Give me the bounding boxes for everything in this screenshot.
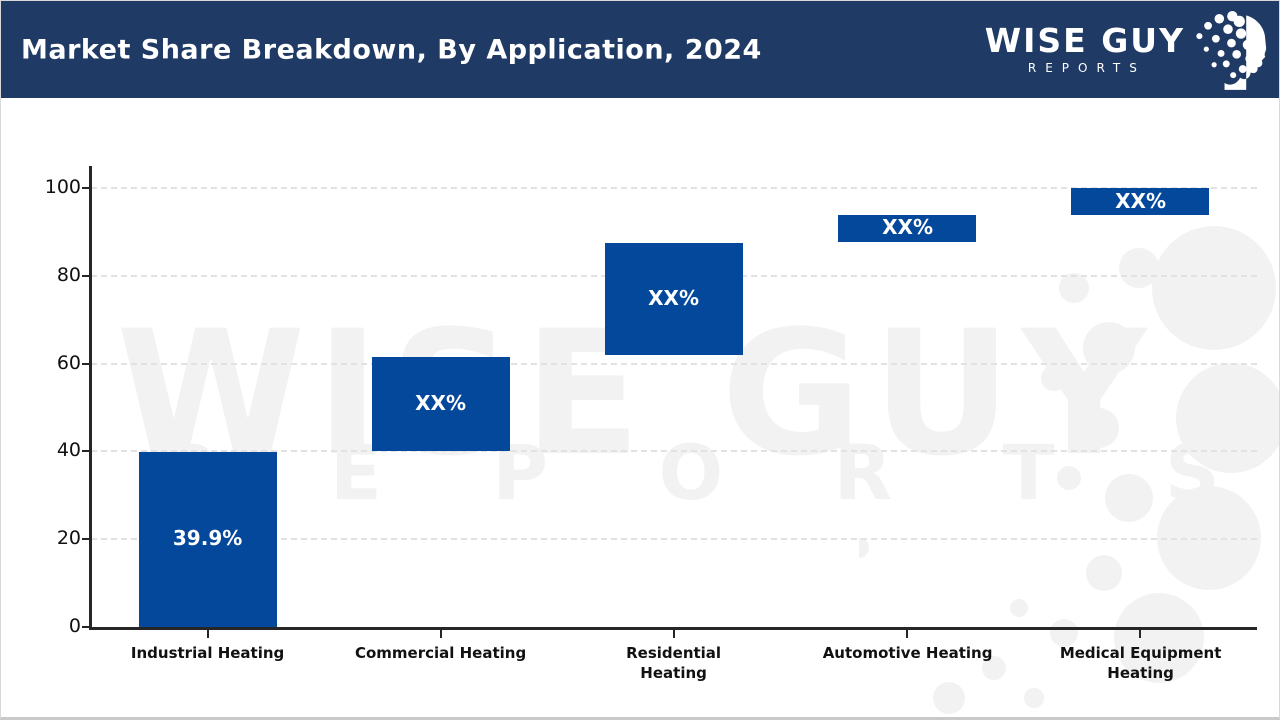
x-category-label: Residential Heating <box>626 644 722 682</box>
bar-segment <box>1071 188 1209 215</box>
x-tick-mark <box>673 630 675 638</box>
wise-guy-logo: WISE GUY REPORTS <box>985 7 1267 92</box>
x-category-label: Medical Equipment Heating <box>1059 644 1222 682</box>
logo-subtitle: REPORTS <box>1027 61 1146 76</box>
bar-value-label: XX% <box>415 391 467 415</box>
y-gridline <box>91 538 1257 541</box>
bar-segment <box>838 214 976 242</box>
bar-value-label: XX% <box>648 286 700 310</box>
x-tick-mark <box>207 630 209 638</box>
y-tick-mark <box>82 450 91 453</box>
y-tick-mark <box>82 362 91 365</box>
watermark-subtitle: R E P O R T S <box>161 428 1262 517</box>
y-tick-label: 60 <box>56 351 81 374</box>
bar-value-label: XX% <box>1115 189 1167 213</box>
x-category-label: Industrial Heating <box>130 644 285 662</box>
x-axis-line <box>89 627 1257 630</box>
y-tick-label: 20 <box>56 527 81 550</box>
bar-segment <box>605 242 743 355</box>
y-gridline <box>91 362 1257 365</box>
x-tick-mark <box>1139 630 1141 638</box>
x-tick-mark <box>906 630 908 638</box>
y-axis-line <box>89 166 92 630</box>
x-category-label: Commercial Heating <box>354 644 527 662</box>
x-category-label: Automotive Heating <box>822 644 993 662</box>
watermark-head-icon <box>859 226 1279 714</box>
logo-wordmark: WISE GUY <box>984 20 1185 60</box>
y-tick-mark <box>82 274 91 277</box>
x-tick-mark <box>440 630 442 638</box>
y-tick-label: 40 <box>56 439 81 462</box>
y-tick-label: 0 <box>68 615 81 637</box>
y-gridline <box>91 450 1257 453</box>
y-tick-label: 80 <box>56 263 81 286</box>
bar-chart: WISE GUY R E P O R T S 0 20 40 60 80 100 39.9%… <box>1 98 1279 717</box>
bar-value-label: 39.9% <box>172 526 243 550</box>
bar-value-label: XX% <box>882 215 934 239</box>
bar-segment <box>372 357 510 452</box>
y-tick-mark <box>82 538 91 541</box>
logo-head-icon <box>1196 10 1267 90</box>
header-bar: Market Share Breakdown, By Application, … <box>1 1 1279 98</box>
page-title: Market Share Breakdown, By Application, … <box>21 34 762 65</box>
y-tick-mark <box>82 626 91 628</box>
y-gridline <box>91 187 1257 189</box>
logo-text: WISE GUY REPORTS <box>984 20 1185 76</box>
y-tick-mark <box>82 187 91 189</box>
y-tick-label: 100 <box>44 176 81 198</box>
bar-segment <box>139 451 277 627</box>
